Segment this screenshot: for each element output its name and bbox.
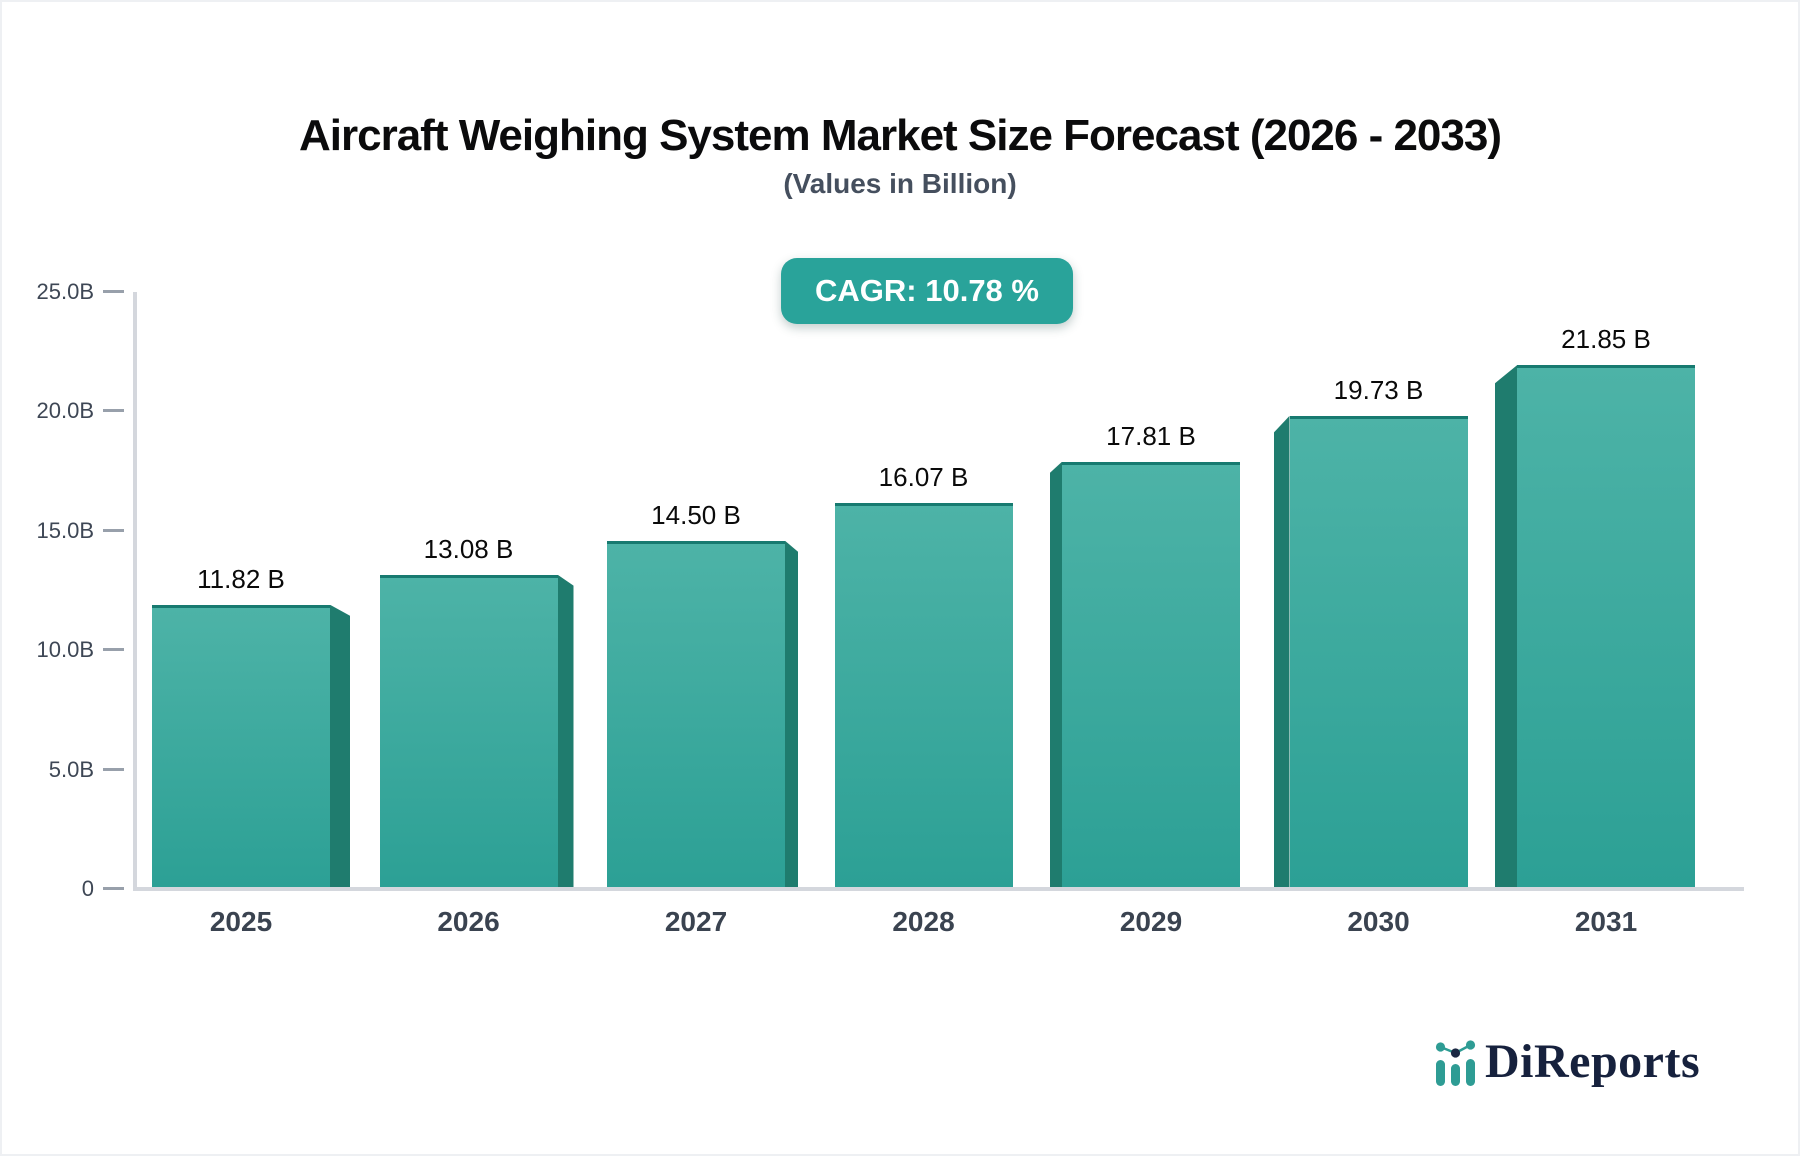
x-axis-category-label: 2026 — [437, 906, 500, 937]
bar-value-label: 16.07 B — [878, 462, 969, 493]
bar — [1289, 415, 1468, 887]
bar-value-label: 19.73 B — [1333, 374, 1424, 405]
bar-value-label: 21.85 B — [1561, 324, 1651, 355]
y-axis-tick — [103, 409, 124, 413]
y-axis-line — [133, 292, 137, 891]
y-axis-tick-label: 0 — [81, 876, 94, 901]
y-axis-tick — [103, 290, 124, 293]
x-axis-category-label: 2028 — [892, 906, 955, 937]
bar — [1062, 461, 1240, 887]
y-axis-tick — [103, 648, 124, 652]
bar-side-face — [1495, 365, 1517, 887]
chart-title: Aircraft Weighing System Market Size For… — [298, 111, 1502, 160]
bar-side-face — [330, 604, 350, 887]
cagr-badge: CAGR: 10.78 % — [781, 258, 1073, 324]
x-axis-category-label: 2029 — [1119, 906, 1183, 937]
y-axis-tick-label: 20.0B — [36, 398, 95, 424]
logo-text: DiReports — [1485, 1035, 1701, 1088]
bar-value-label: 17.81 B — [1106, 420, 1196, 451]
bar-side-face — [1050, 461, 1062, 887]
x-axis-category-label: 2027 — [664, 906, 728, 937]
logo: DiReports — [1434, 1036, 1700, 1086]
bar-side-face — [785, 540, 798, 887]
y-axis-tick-label: 25.0B — [36, 279, 95, 304]
chart-subtitle: (Values in Billion) — [783, 168, 1017, 199]
y-axis-tick — [103, 767, 124, 771]
x-axis-line — [133, 887, 1744, 891]
bar-value-label: 11.82 B — [197, 563, 285, 594]
bar-side-face — [557, 574, 574, 887]
x-axis-category-label: 2025 — [209, 906, 273, 937]
y-axis-tick-label: 5.0B — [48, 756, 94, 782]
x-axis-category-label: 2030 — [1347, 906, 1410, 937]
x-axis-category-label: 2031 — [1574, 906, 1638, 937]
bar-side-face — [1273, 415, 1290, 887]
bar — [607, 540, 785, 887]
y-axis-tick-label: 10.0B — [36, 637, 95, 663]
bar — [1517, 365, 1695, 887]
bar — [834, 503, 1013, 887]
y-axis-tick — [103, 887, 124, 890]
bar-value-label: 13.08 B — [423, 533, 514, 564]
bar-value-label: 14.50 B — [651, 499, 741, 530]
y-axis-tick — [103, 528, 124, 532]
bar — [379, 574, 558, 887]
mini-bar-chart-trend-icon — [1435, 1040, 1476, 1086]
bar — [152, 604, 330, 887]
y-axis-tick-label: 15.0B — [36, 517, 95, 543]
